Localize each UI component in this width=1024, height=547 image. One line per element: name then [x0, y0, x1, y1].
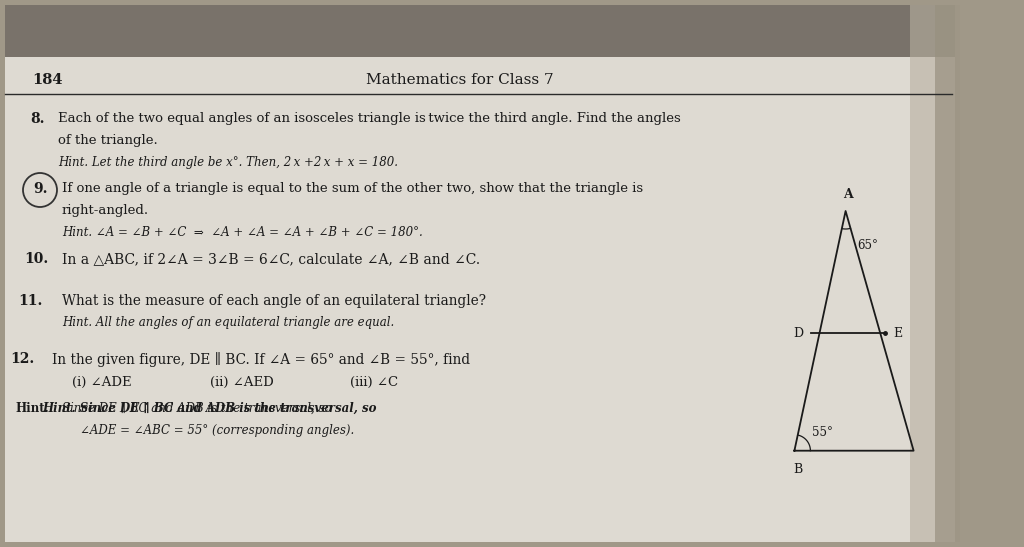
Text: 184: 184	[32, 73, 62, 87]
Text: 11.: 11.	[18, 294, 42, 308]
Bar	[910, 5, 961, 542]
Bar	[5, 5, 955, 57]
Text: A: A	[843, 188, 852, 201]
Text: E: E	[893, 327, 902, 340]
Text: (i) ∠ADE: (i) ∠ADE	[72, 376, 132, 389]
Text: 8.: 8.	[30, 112, 44, 126]
Text: Hint. Since DE ∥ BC and ADB is the transversal, so: Hint. Since DE ∥ BC and ADB is the trans…	[42, 402, 377, 415]
Text: In a △ABC, if 2∠A = 3∠B = 6∠C, calculate ∠A, ∠B and ∠C.: In a △ABC, if 2∠A = 3∠B = 6∠C, calculate…	[62, 252, 480, 266]
Text: (iii) ∠C: (iii) ∠C	[350, 376, 398, 389]
Text: In the given figure, DE ∥ BC. If ∠A = 65° and ∠B = 55°, find: In the given figure, DE ∥ BC. If ∠A = 65…	[52, 352, 470, 367]
Text: right-angled.: right-angled.	[62, 204, 150, 217]
Text: If one angle of a triangle is equal to the sum of the other two, show that the t: If one angle of a triangle is equal to t…	[62, 182, 643, 195]
Bar	[935, 5, 961, 542]
Text: of the triangle.: of the triangle.	[58, 134, 158, 147]
FancyBboxPatch shape	[5, 5, 955, 542]
Text: What is the measure of each angle of an equilateral triangle?: What is the measure of each angle of an …	[62, 294, 486, 308]
Text: B: B	[794, 463, 803, 476]
Text: Hint. All the angles of an equilateral triangle are equal.: Hint. All the angles of an equilateral t…	[62, 316, 394, 329]
Text: Hint.: Hint.	[15, 402, 49, 415]
Text: Since DE ∥ BC and ADB is the transversal, so: Since DE ∥ BC and ADB is the transversal…	[62, 402, 332, 415]
Text: Hint. ∠A = ∠B + ∠C  ⇒  ∠A + ∠A = ∠A + ∠B + ∠C = 180°.: Hint. ∠A = ∠B + ∠C ⇒ ∠A + ∠A = ∠A + ∠B +…	[62, 226, 423, 239]
Text: Each of the two equal angles of an isosceles triangle is twice the third angle. : Each of the two equal angles of an isosc…	[58, 112, 681, 125]
Text: 55°: 55°	[812, 426, 834, 439]
Text: ∠ADE = ∠ABC = 55° (corresponding angles).: ∠ADE = ∠ABC = 55° (corresponding angles)…	[80, 424, 354, 437]
Text: 9.: 9.	[33, 182, 47, 196]
Text: Hint. Let the third angle be x°. Then, 2 x +2 x + x = 180.: Hint. Let the third angle be x°. Then, 2…	[58, 156, 398, 169]
Text: Mathematics for Class 7: Mathematics for Class 7	[367, 73, 554, 87]
Text: 65°: 65°	[858, 239, 879, 252]
Text: 12.: 12.	[10, 352, 34, 366]
Text: 10.: 10.	[24, 252, 48, 266]
Text: D: D	[793, 327, 803, 340]
Text: (ii) ∠AED: (ii) ∠AED	[210, 376, 273, 389]
